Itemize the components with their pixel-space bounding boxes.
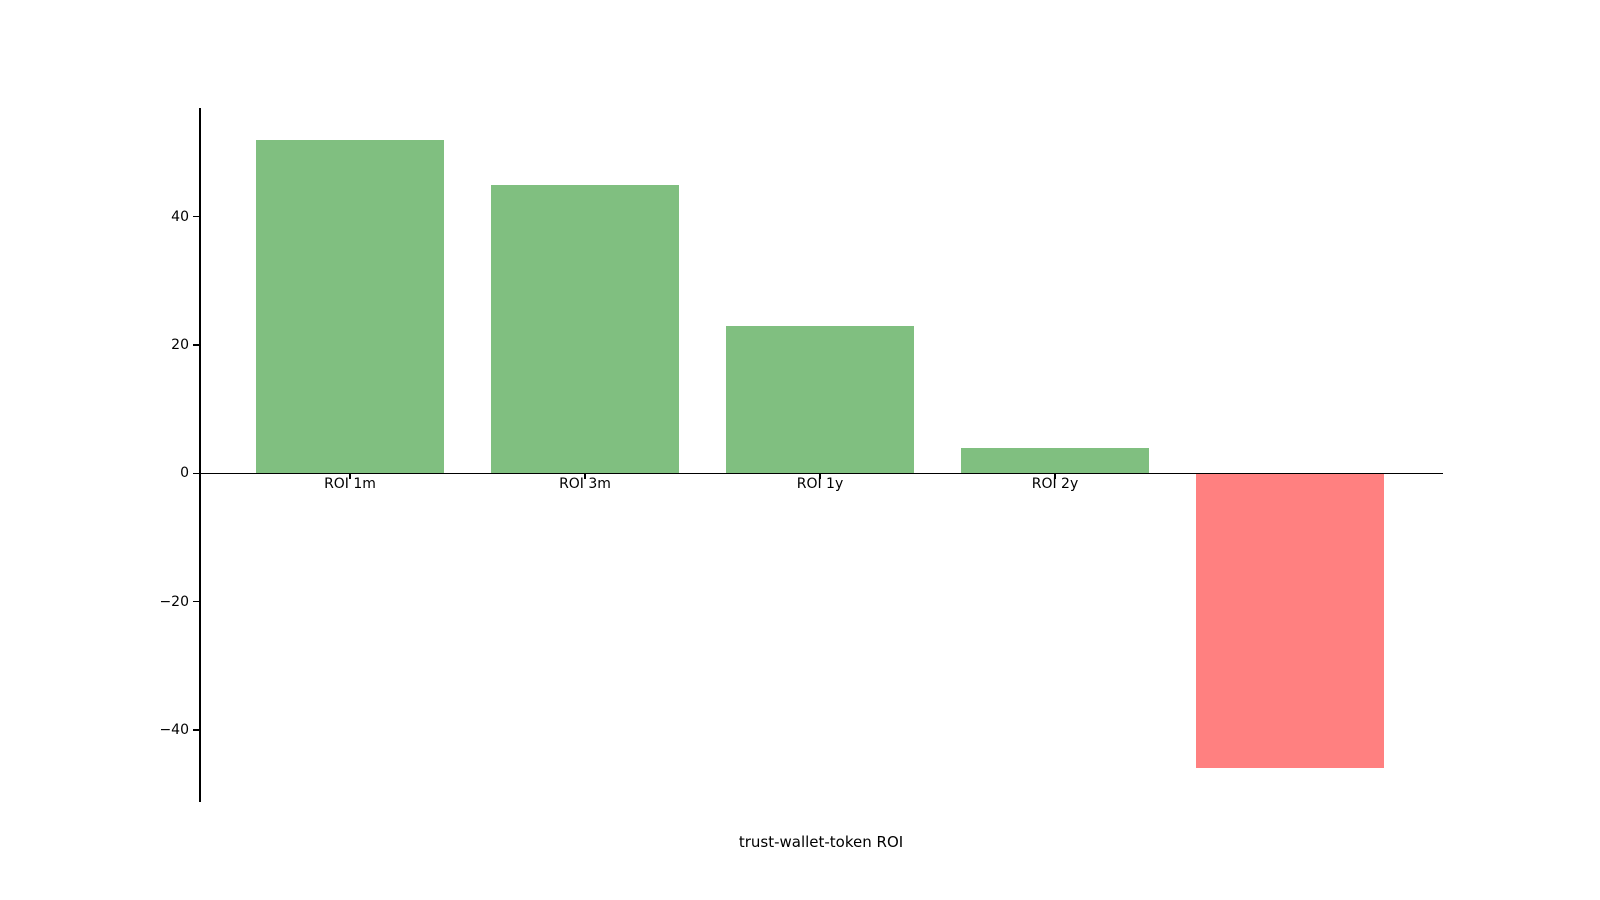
y-tick-label-2: 0: [180, 465, 189, 482]
y-tick-label-0: 40: [171, 208, 189, 225]
x-tick-mark-roi-2y: [1054, 473, 1056, 480]
bar-roi-3m: [491, 184, 679, 474]
bar-roi-1m: [256, 139, 444, 474]
x-tick-mark-roi-1m: [349, 473, 351, 480]
x-tick-label-roi-2y: ROI 2y: [1031, 476, 1079, 493]
x-axis-line: [200, 472, 1443, 475]
x-tick-mark-roi-3m: [584, 473, 586, 480]
x-tick-mark-roi-1y: [819, 473, 821, 480]
y-tick-mark-3: [193, 600, 200, 603]
bar-roi-2y: [961, 447, 1149, 474]
y-tick-label-4: −40: [159, 721, 189, 738]
x-axis-title: trust-wallet-token ROI: [738, 833, 904, 851]
y-tick-mark-1: [193, 344, 200, 346]
x-tick-label-roi-1m: ROI 1m: [324, 476, 376, 493]
y-tick-label-1: 20: [171, 336, 189, 353]
x-tick-label-roi-3m: ROI 3m: [559, 476, 611, 493]
y-tick-mark-0: [193, 215, 200, 218]
bar-unlabeled: [1196, 473, 1384, 769]
y-tick-label-3: −20: [159, 593, 189, 610]
y-tick-mark-2: [193, 472, 200, 475]
y-tick-mark-4: [193, 729, 200, 731]
x-tick-label-roi-1y: ROI 1y: [796, 476, 844, 493]
y-axis-spine: [199, 108, 201, 802]
bar-roi-1y: [726, 325, 914, 474]
